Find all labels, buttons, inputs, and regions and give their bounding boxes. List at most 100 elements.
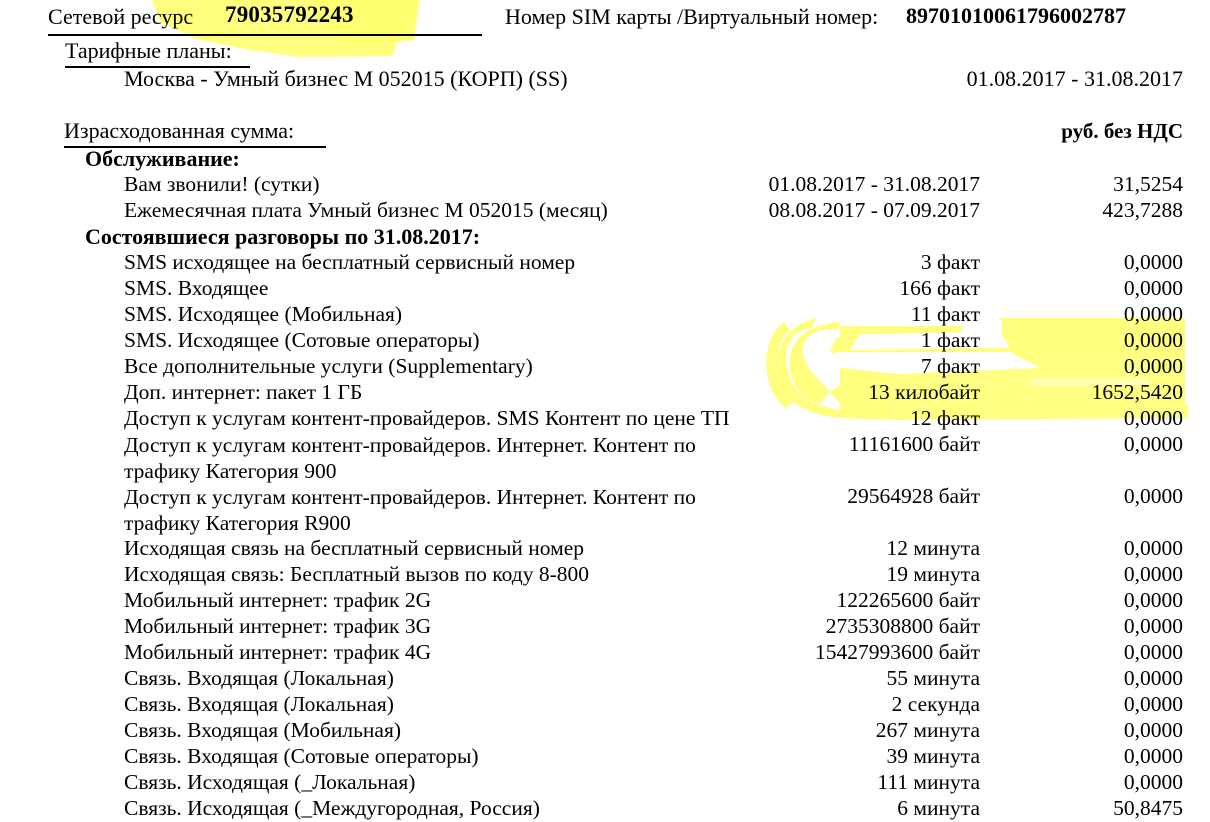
row-amount: 0,0000 xyxy=(1123,276,1183,300)
table-row: Связь. Исходящая (_Междугородная, Россия… xyxy=(0,796,1210,822)
row-quantity: 29564928 байт xyxy=(847,484,980,508)
network-resource-label: Сетевой ресурс xyxy=(48,4,194,29)
row-amount: 50,8475 xyxy=(1113,796,1183,820)
row-quantity: 55 минута xyxy=(886,666,980,690)
row-quantity: 13 килобайт xyxy=(868,380,980,404)
table-row: Связь. Входящая (Мобильная) 267 минута 0,0… xyxy=(0,718,1210,744)
row-service-name: Мобильный интернет: трафик 2G xyxy=(124,588,432,612)
row-quantity: 12 минута xyxy=(886,536,980,560)
network-resource-value: 79035792243 xyxy=(225,2,354,27)
row-amount: 1652,5420 xyxy=(1091,380,1183,404)
row-amount: 0,0000 xyxy=(1123,328,1183,352)
row-service-name: Доп. интернет: пакет 1 ГБ xyxy=(124,380,363,404)
currency-label: руб. без НДС xyxy=(1061,119,1183,143)
table-row: Мобильный интернет: трафик 4G 15427993600… xyxy=(0,640,1210,666)
tariff-plans-label: Тарифные планы: xyxy=(65,38,232,63)
row-amount: 0,0000 xyxy=(1123,250,1183,274)
row-amount: 423,7288 xyxy=(1102,198,1183,222)
table-row: Доступ к услугам контент-провайдеров. Ин… xyxy=(0,484,1210,536)
tariff-plan-period: 01.08.2017 - 31.08.2017 xyxy=(966,66,1183,91)
row-service-name: Связь. Входящая (Мобильная) xyxy=(124,718,402,742)
row-service-name: Связь. Входящая (Локальная) xyxy=(124,692,394,716)
spent-sum-label: Израсходованная сумма: xyxy=(64,118,295,143)
row-period: 01.08.2017 - 31.08.2017 xyxy=(768,172,980,196)
row-amount: 0,0000 xyxy=(1123,770,1183,794)
row-service-name: Все дополнительные услуги (Supplementary… xyxy=(124,354,533,378)
section-heading-service: Обслуживание: xyxy=(85,146,240,171)
row-service-name: Исходящая связь на бесплатный сервисный … xyxy=(124,536,585,560)
row-quantity: 19 минута xyxy=(886,562,980,586)
table-row: Исходящая связь на бесплатный сервисный … xyxy=(0,536,1210,562)
row-quantity: 166 факт xyxy=(899,276,980,300)
table-row: SMS исходящее на бесплатный сервисный но… xyxy=(0,250,1210,276)
tariff-plan-name: Москва - Умный бизнес М 052015 (КОРП) (S… xyxy=(124,66,568,91)
row-amount: 0,0000 xyxy=(1123,640,1183,664)
row-service-name: Вам звонили! (сутки) xyxy=(124,172,320,196)
row-quantity: 6 минута xyxy=(897,796,980,820)
row-quantity: 3 факт xyxy=(920,250,980,274)
row-quantity: 267 минута xyxy=(875,718,980,742)
row-service-name: Исходящая связь: Бесплатный вызов по код… xyxy=(124,562,589,586)
row-service-name: SMS. Исходящее (Сотовые операторы) xyxy=(124,328,480,352)
table-row: Мобильный интернет: трафик 2G 122265600 б… xyxy=(0,588,1210,614)
row-quantity: 12 факт xyxy=(910,406,980,430)
row-amount: 0,0000 xyxy=(1123,432,1183,456)
row-amount: 0,0000 xyxy=(1123,588,1183,612)
row-amount: 0,0000 xyxy=(1123,406,1183,430)
table-row: Доступ к услугам контент-провайдеров. Ин… xyxy=(0,432,1210,484)
table-row: SMS. Исходящее (Мобильная) 11 факт 0,0000 xyxy=(0,302,1210,328)
row-service-name: Доступ к услугам контент-провайдеров. SM… xyxy=(124,406,730,430)
row-quantity: 1 факт xyxy=(920,328,980,352)
row-service-name: Мобильный интернет: трафик 4G xyxy=(124,640,432,664)
table-row: Вам звонили! (сутки) 01.08.2017 - 31.08.2… xyxy=(0,172,1210,198)
table-row: SMS. Исходящее (Сотовые операторы) 1 факт… xyxy=(0,328,1210,354)
row-service-name: Связь. Входящая (Сотовые операторы) xyxy=(124,744,479,768)
row-amount: 0,0000 xyxy=(1123,718,1183,742)
row-quantity: 11161600 байт xyxy=(848,432,980,456)
row-quantity: 2 секунда xyxy=(891,692,980,716)
row-amount: 0,0000 xyxy=(1123,562,1183,586)
table-row: Исходящая связь: Бесплатный вызов по код… xyxy=(0,562,1210,588)
row-quantity: 122265600 байт xyxy=(836,588,980,612)
row-service-name: Ежемесячная плата Умный бизнес М 052015 … xyxy=(124,198,608,222)
row-amount: 0,0000 xyxy=(1123,536,1183,560)
row-service-name: Доступ к услугам контент-провайдеров. Ин… xyxy=(124,433,696,483)
row-amount: 0,0000 xyxy=(1123,666,1183,690)
row-service-name: Доступ к услугам контент-провайдеров. Ин… xyxy=(124,485,696,535)
row-service-name: SMS. Входящее xyxy=(124,276,269,300)
row-period: 08.08.2017 - 07.09.2017 xyxy=(768,198,980,222)
table-row: Доступ к услугам контент-провайдеров. SM… xyxy=(0,406,1210,432)
spent-sum-underline xyxy=(64,146,326,148)
network-resource-underline xyxy=(48,34,482,36)
row-amount: 0,0000 xyxy=(1123,692,1183,716)
section-heading-calls: Состоявшиеся разговоры по 31.08.2017: xyxy=(85,224,481,249)
table-row: Связь. Входящая (Локальная) 2 секунда 0,00… xyxy=(0,692,1210,718)
tariff-plans-underline xyxy=(65,66,250,68)
row-amount: 31,5254 xyxy=(1113,172,1183,196)
row-amount: 0,0000 xyxy=(1123,302,1183,326)
row-amount: 0,0000 xyxy=(1123,744,1183,768)
row-service-name: Связь. Исходящая (_Локальная) xyxy=(124,770,416,794)
row-quantity: 39 минута xyxy=(886,744,980,768)
row-amount: 0,0000 xyxy=(1123,484,1183,508)
row-quantity: 111 минута xyxy=(877,770,980,794)
table-row: Все дополнительные услуги (Supplementary… xyxy=(0,354,1210,380)
table-row: Мобильный интернет: трафик 3G 2735308800 … xyxy=(0,614,1210,640)
row-quantity: 11 факт xyxy=(910,302,980,326)
table-row: SMS. Входящее 166 факт 0,0000 xyxy=(0,276,1210,302)
row-quantity: 7 факт xyxy=(920,354,980,378)
row-amount: 0,0000 xyxy=(1123,354,1183,378)
row-service-name: SMS исходящее на бесплатный сервисный но… xyxy=(124,250,576,274)
table-row: Доп. интернет: пакет 1 ГБ 13 килобайт 1652… xyxy=(0,380,1210,406)
row-service-name: Связь. Входящая (Локальная) xyxy=(124,666,394,690)
table-row: Связь. Входящая (Локальная) 55 минута 0,00… xyxy=(0,666,1210,692)
sim-number-label: Номер SIM карты /Виртуальный номер: xyxy=(505,4,879,29)
row-quantity: 2735308800 байт xyxy=(825,614,980,638)
row-service-name: Связь. Исходящая (_Междугородная, Россия… xyxy=(124,796,540,820)
row-service-name: SMS. Исходящее (Мобильная) xyxy=(124,302,403,326)
table-row: Ежемесячная плата Умный бизнес М 052015 … xyxy=(0,198,1210,224)
row-service-name: Мобильный интернет: трафик 3G xyxy=(124,614,432,638)
table-row: Связь. Исходящая (_Локальная) 111 минута 0… xyxy=(0,770,1210,796)
table-row: Связь. Входящая (Сотовые операторы) 39 ми… xyxy=(0,744,1210,770)
